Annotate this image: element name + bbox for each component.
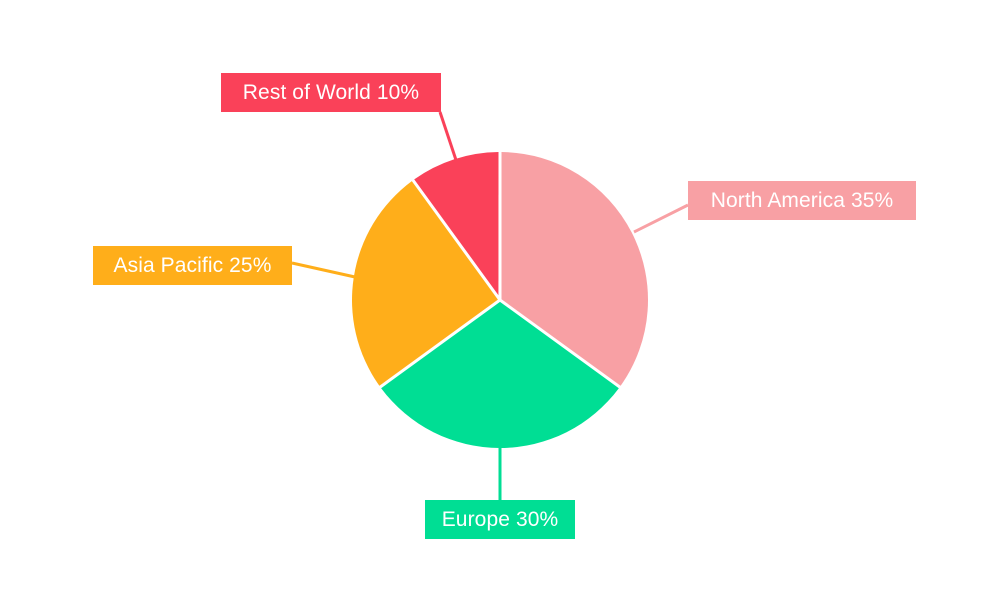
- leader-line: [633, 203, 689, 234]
- slice-label-asia-pacific[interactable]: Asia Pacific 25%: [93, 246, 292, 285]
- slice-label-text: Europe 30%: [441, 508, 559, 531]
- slice-label-europe[interactable]: Europe 30%: [425, 500, 575, 539]
- pie-slices-group: [352, 152, 648, 449]
- leader-lines-group: [291, 111, 689, 500]
- pie-slice[interactable]: [414, 152, 499, 296]
- leader-line: [291, 261, 356, 279]
- leader-line: [438, 111, 458, 161]
- slice-label-text: Asia Pacific 25%: [113, 254, 272, 277]
- slice-label-text: Rest of World 10%: [242, 81, 420, 104]
- slice-label-text: North America 35%: [710, 189, 894, 212]
- slice-label-rest-of-world[interactable]: Rest of World 10%: [221, 73, 441, 112]
- slice-label-north-america[interactable]: North America 35%: [688, 181, 916, 220]
- pie-slice[interactable]: [501, 152, 648, 386]
- pie-slice[interactable]: [352, 181, 498, 386]
- pie-slice[interactable]: [381, 301, 619, 449]
